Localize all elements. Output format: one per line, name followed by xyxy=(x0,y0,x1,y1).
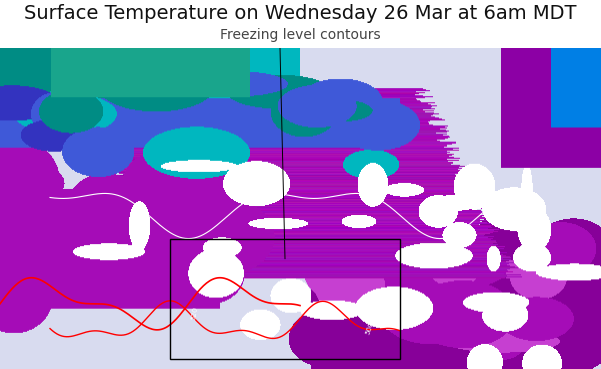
Bar xyxy=(170,239,400,359)
Text: 520: 520 xyxy=(191,306,199,320)
Text: Freezing level contours: Freezing level contours xyxy=(220,28,381,42)
Text: 500: 500 xyxy=(365,320,375,335)
Text: Surface Temperature on Wednesday 26 Mar at 6am MDT: Surface Temperature on Wednesday 26 Mar … xyxy=(24,4,577,23)
